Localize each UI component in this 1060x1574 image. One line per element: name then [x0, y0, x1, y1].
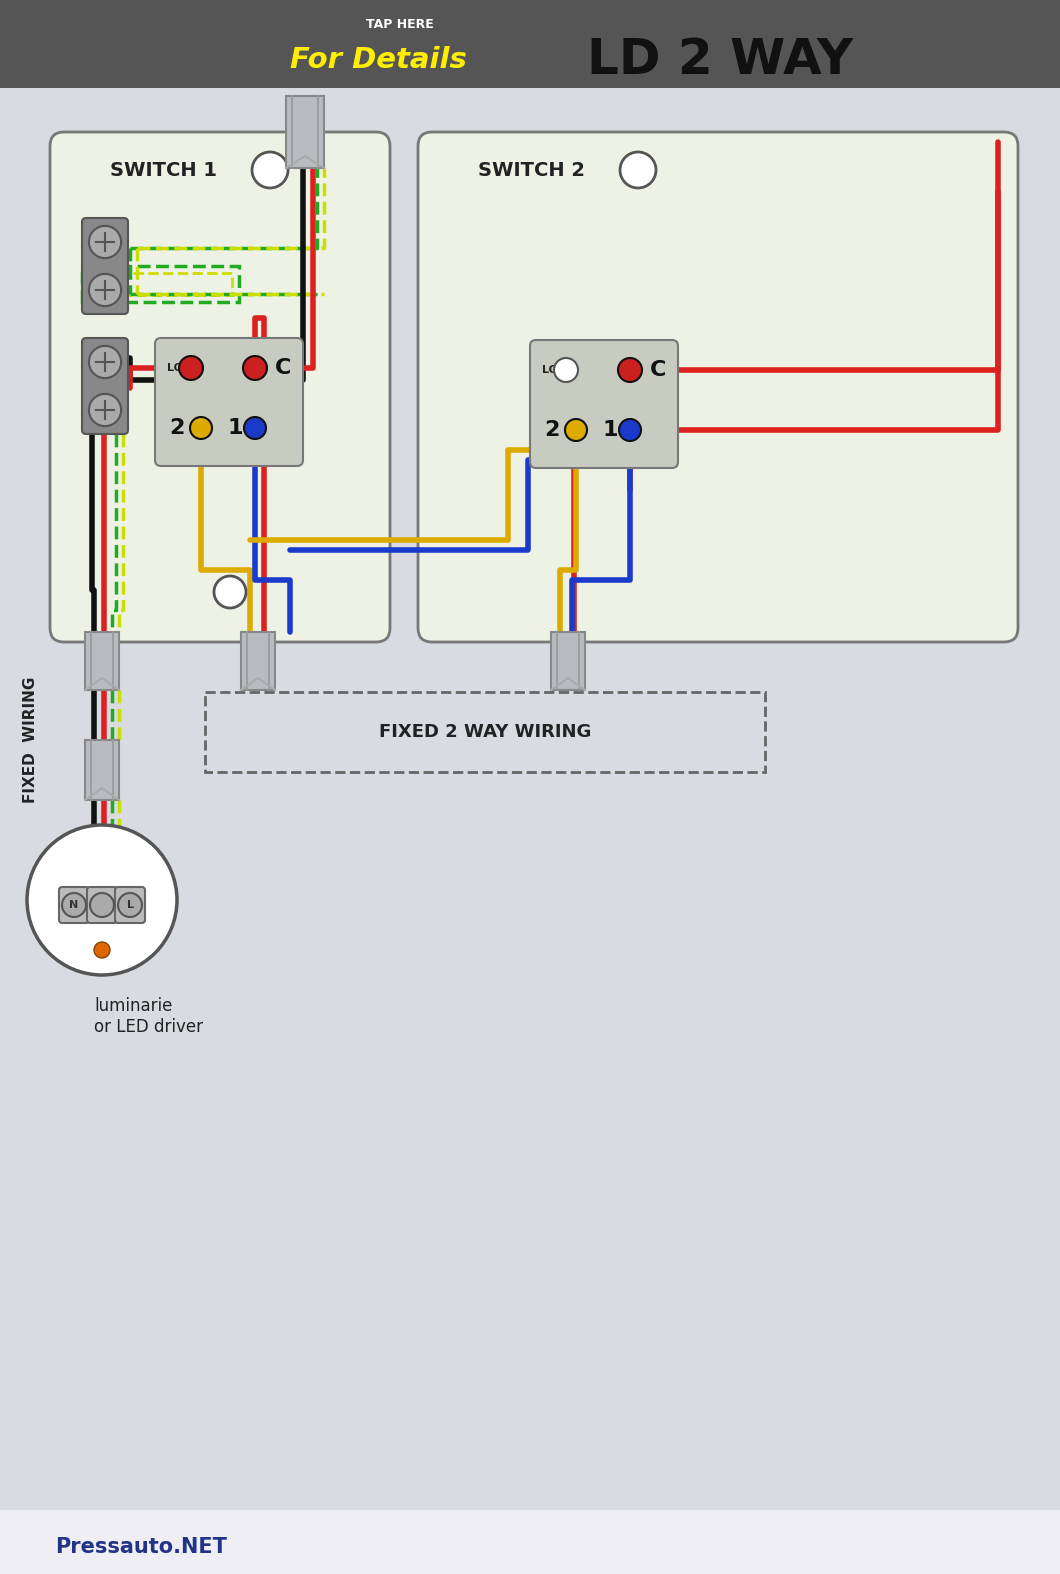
- Circle shape: [61, 892, 86, 918]
- Text: LD 2 WAY: LD 2 WAY: [587, 36, 853, 83]
- Text: FIXED 2 WAY WIRING: FIXED 2 WAY WIRING: [378, 722, 591, 741]
- Bar: [85, 633, 119, 689]
- Circle shape: [618, 357, 642, 382]
- Text: SWITCH 2: SWITCH 2: [478, 161, 585, 179]
- FancyBboxPatch shape: [59, 888, 89, 922]
- FancyBboxPatch shape: [82, 338, 128, 434]
- Bar: [82, 266, 239, 302]
- Circle shape: [89, 346, 121, 378]
- Circle shape: [94, 941, 110, 959]
- Bar: [286, 96, 324, 168]
- Circle shape: [190, 417, 212, 439]
- Text: 1: 1: [602, 420, 618, 441]
- Circle shape: [89, 394, 121, 427]
- Bar: [85, 740, 119, 800]
- Circle shape: [252, 153, 288, 187]
- Text: 2: 2: [544, 420, 560, 441]
- Text: LOOP: LOOP: [542, 365, 576, 375]
- Text: SWITCH 1: SWITCH 1: [110, 161, 217, 179]
- Circle shape: [90, 892, 114, 918]
- Text: Pressauto.NET: Pressauto.NET: [55, 1536, 227, 1557]
- Text: LOOP: LOOP: [167, 364, 200, 373]
- Circle shape: [26, 825, 177, 974]
- Circle shape: [89, 227, 121, 258]
- Circle shape: [244, 417, 266, 439]
- Circle shape: [243, 356, 267, 379]
- FancyBboxPatch shape: [155, 338, 303, 466]
- Circle shape: [554, 357, 578, 382]
- Text: C: C: [650, 360, 667, 379]
- Circle shape: [179, 356, 204, 379]
- Text: 1: 1: [227, 419, 243, 438]
- Circle shape: [620, 153, 656, 187]
- FancyBboxPatch shape: [87, 888, 117, 922]
- Bar: [551, 633, 585, 689]
- Text: 2: 2: [169, 419, 184, 438]
- Bar: [241, 633, 275, 689]
- Bar: [0, 1509, 1060, 1574]
- Text: FIXED  WIRING: FIXED WIRING: [22, 677, 37, 803]
- Bar: [89, 272, 232, 294]
- FancyBboxPatch shape: [82, 219, 128, 313]
- Circle shape: [619, 419, 641, 441]
- Text: C: C: [275, 357, 292, 378]
- Text: N: N: [69, 900, 78, 910]
- Bar: [205, 693, 765, 771]
- Circle shape: [565, 419, 587, 441]
- FancyBboxPatch shape: [114, 888, 145, 922]
- Circle shape: [214, 576, 246, 608]
- Text: luminarie
or LED driver: luminarie or LED driver: [94, 996, 204, 1036]
- FancyBboxPatch shape: [530, 340, 678, 467]
- Circle shape: [118, 892, 142, 918]
- Circle shape: [89, 274, 121, 305]
- FancyBboxPatch shape: [50, 132, 390, 642]
- Text: For Details: For Details: [289, 46, 466, 74]
- FancyBboxPatch shape: [418, 132, 1018, 642]
- Text: TAP HERE: TAP HERE: [366, 17, 434, 30]
- Text: L: L: [126, 900, 134, 910]
- Bar: [0, 0, 1060, 88]
